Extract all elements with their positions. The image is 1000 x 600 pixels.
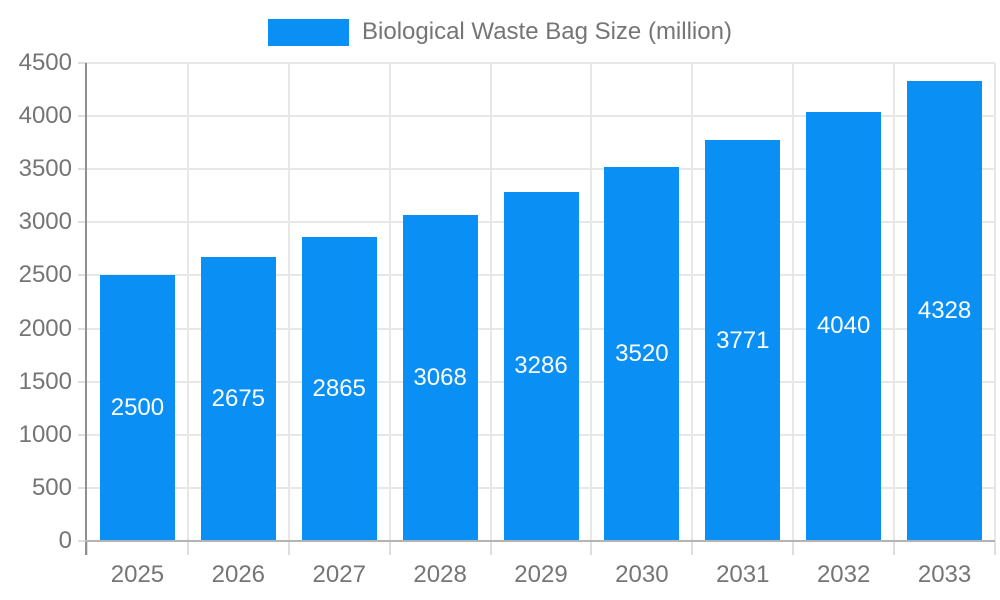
x-axis-label: 2031: [716, 561, 770, 588]
y-axis-line: [85, 63, 87, 555]
y-axis-label: 2500: [18, 261, 72, 289]
bar-value-label: 2500: [110, 394, 165, 422]
y-axis-label: 2000: [18, 314, 72, 342]
x-tick: [590, 542, 593, 555]
bar[interactable]: 2675: [200, 256, 276, 541]
bar-value-label: 3286: [514, 352, 568, 380]
y-tick: [78, 274, 87, 277]
bar[interactable]: 3286: [503, 191, 579, 541]
bar-value-label: 3771: [716, 326, 770, 354]
x-tick: [388, 542, 391, 555]
legend-label: Biological Waste Bag Size (million): [362, 18, 732, 45]
bar-value-label: 2865: [312, 374, 366, 402]
y-tick: [78, 62, 87, 64]
bar[interactable]: 2865: [301, 236, 377, 541]
y-tick: [78, 327, 87, 330]
y-tick: [78, 168, 87, 171]
x-axis-label: 2033: [917, 561, 972, 588]
y-tick: [78, 433, 87, 436]
v-gridline: [388, 63, 391, 541]
y-axis-label: 1500: [18, 367, 72, 395]
x-axis-label: 2025: [110, 561, 165, 588]
y-tick: [78, 115, 87, 118]
y-tick: [78, 486, 87, 489]
y-axis-label: 1000: [18, 420, 72, 448]
y-axis-label: 3000: [18, 208, 72, 236]
v-gridline: [186, 63, 189, 541]
y-tick: [78, 380, 87, 383]
x-axis-line: [85, 540, 995, 542]
x-tick: [186, 542, 189, 555]
legend[interactable]: Biological Waste Bag Size (million): [0, 17, 1000, 47]
bar[interactable]: 3771: [705, 140, 781, 541]
bar[interactable]: 3520: [604, 167, 680, 541]
h-gridline: [87, 62, 995, 64]
x-tick: [994, 542, 996, 555]
v-gridline: [489, 63, 492, 541]
x-tick: [489, 542, 492, 555]
x-axis-label: 2026: [211, 561, 266, 588]
bar[interactable]: 3068: [402, 215, 478, 541]
v-gridline: [792, 63, 795, 541]
bar-value-label: 4040: [816, 312, 871, 340]
bar[interactable]: 4328: [907, 81, 983, 541]
v-gridline: [590, 63, 593, 541]
v-gridline: [994, 63, 996, 541]
bar[interactable]: 2500: [99, 275, 175, 541]
legend-swatch-icon: [268, 18, 350, 46]
y-axis-label: 500: [31, 473, 72, 501]
y-axis-label: 0: [58, 527, 72, 554]
h-gridline: [87, 168, 995, 171]
y-axis-label: 4500: [18, 49, 72, 76]
x-axis-label: 2032: [816, 561, 871, 588]
v-gridline: [691, 63, 694, 541]
y-tick: [78, 221, 87, 224]
x-tick: [86, 542, 88, 555]
bar-value-label: 2675: [211, 384, 266, 412]
bar-value-label: 4328: [917, 297, 972, 325]
x-tick: [287, 542, 290, 555]
v-gridline: [893, 63, 896, 541]
x-axis-label: 2029: [514, 561, 568, 588]
x-axis-label: 2027: [312, 561, 366, 588]
y-axis-label: 4000: [18, 102, 72, 130]
x-tick: [691, 542, 694, 555]
bar-value-label: 3520: [615, 340, 669, 368]
y-tick: [78, 540, 87, 542]
x-axis-label: 2028: [413, 561, 467, 588]
bar-value-label: 3068: [413, 364, 467, 392]
x-axis-label: 2030: [615, 561, 669, 588]
v-gridline: [287, 63, 290, 541]
h-gridline: [87, 115, 995, 118]
x-tick: [893, 542, 896, 555]
x-tick: [792, 542, 795, 555]
bar[interactable]: 4040: [806, 111, 882, 541]
y-axis-label: 3500: [18, 155, 72, 183]
